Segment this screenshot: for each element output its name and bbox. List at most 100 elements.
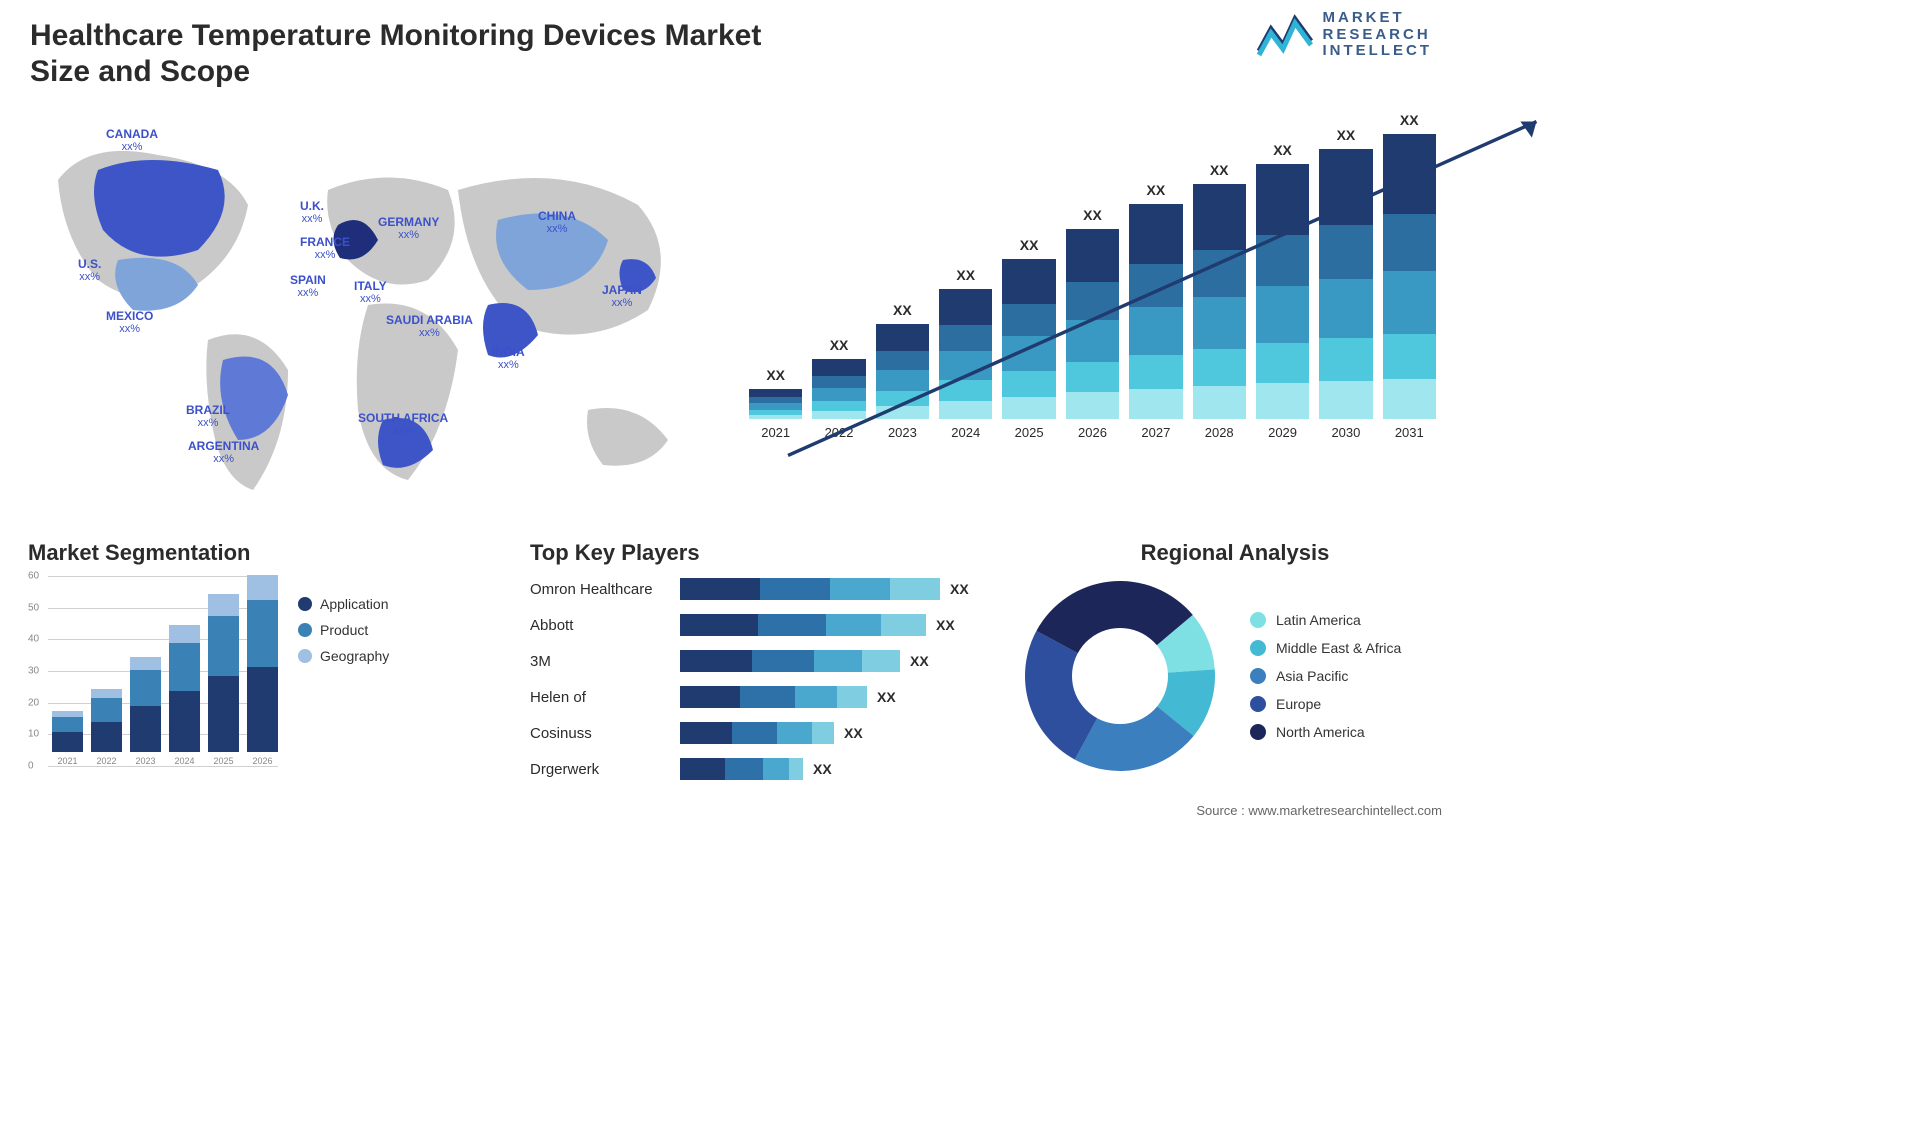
- bar-segment: [1002, 397, 1055, 419]
- bar-value-label: XX: [956, 267, 975, 283]
- bar-segment: [812, 411, 865, 419]
- bar-segment: [1129, 355, 1182, 389]
- page-title: Healthcare Temperature Monitoring Device…: [30, 18, 810, 90]
- market-size-chart: XX2021XX2022XX2023XX2024XX2025XX2026XX20…: [745, 120, 1440, 500]
- bar-segment: [1383, 214, 1436, 271]
- bar-segment: [1319, 149, 1372, 225]
- bar-year-label: 2027: [1141, 425, 1170, 440]
- seg-bar-segment: [208, 594, 239, 616]
- legend-swatch: [1250, 612, 1266, 628]
- player-bar-segment: [812, 722, 834, 744]
- main-bar-col: XX2025: [1002, 237, 1055, 440]
- regional-legend: Latin AmericaMiddle East & AfricaAsia Pa…: [1250, 612, 1401, 740]
- seg-bar-segment: [169, 625, 200, 643]
- y-tick-label: 50: [28, 602, 39, 613]
- bar-value-label: XX: [1273, 142, 1292, 158]
- bar-year-label: 2024: [951, 425, 980, 440]
- bar-year-label: 2025: [1015, 425, 1044, 440]
- player-name: Cosinuss: [530, 725, 680, 742]
- seg-bar-segment: [130, 670, 161, 706]
- legend-swatch: [1250, 696, 1266, 712]
- main-bar-col: XX2023: [876, 302, 929, 440]
- player-bar-segment: [814, 650, 862, 672]
- player-bar-segment: [789, 758, 803, 780]
- bar-segment: [1129, 389, 1182, 419]
- market-segmentation-panel: Market Segmentation 0102030405060 202120…: [28, 540, 498, 786]
- bar-value-label: XX: [893, 302, 912, 318]
- seg-bar-segment: [247, 600, 278, 667]
- top-players-panel: Top Key Players Omron HealthcareXXAbbott…: [530, 540, 990, 792]
- legend-swatch: [1250, 668, 1266, 684]
- map-country-label: SPAINxx%: [290, 274, 326, 299]
- bar-segment: [1256, 164, 1309, 235]
- segmentation-legend: ApplicationProductGeography: [298, 596, 389, 664]
- player-row: 3M XX: [530, 648, 990, 674]
- seg-bar-segment: [247, 667, 278, 752]
- main-bar-col: XX2028: [1193, 162, 1246, 440]
- bar-segment: [1066, 392, 1119, 419]
- bar-segment: [1193, 184, 1246, 250]
- bar-year-label: 2030: [1331, 425, 1360, 440]
- bar-segment: [1193, 250, 1246, 297]
- player-bar-segment: [752, 650, 814, 672]
- map-country-label: U.K.xx%: [300, 200, 324, 225]
- legend-item: North America: [1250, 724, 1401, 740]
- bar-segment: [749, 389, 802, 397]
- player-bar-segment: [680, 722, 732, 744]
- regional-title: Regional Analysis: [1020, 540, 1450, 566]
- bar-year-label: 2022: [825, 425, 854, 440]
- legend-label: Application: [320, 596, 389, 612]
- seg-bar-col: 2024: [169, 625, 200, 766]
- bar-segment: [1002, 304, 1055, 336]
- player-value: XX: [950, 581, 969, 597]
- legend-label: Middle East & Africa: [1276, 640, 1401, 656]
- player-value: XX: [877, 689, 896, 705]
- bar-segment: [1002, 259, 1055, 304]
- bar-segment: [812, 388, 865, 401]
- map-country-label: U.S.xx%: [78, 258, 101, 283]
- bar-segment: [1066, 229, 1119, 282]
- seg-bar-col: 2021: [52, 711, 83, 766]
- legend-item: Product: [298, 622, 389, 638]
- map-country-label: SOUTH AFRICAxx%: [358, 412, 448, 437]
- map-country-label: MEXICOxx%: [106, 310, 153, 335]
- player-bar: [680, 686, 867, 708]
- legend-label: North America: [1276, 724, 1365, 740]
- player-bar-segment: [763, 758, 789, 780]
- player-bar-segment: [837, 686, 867, 708]
- legend-label: Product: [320, 622, 368, 638]
- player-bar-segment: [758, 614, 826, 636]
- player-name: 3M: [530, 653, 680, 670]
- bar-segment: [1129, 204, 1182, 264]
- seg-bar-col: 2026: [247, 575, 278, 766]
- bar-segment: [812, 359, 865, 376]
- player-bar: [680, 614, 926, 636]
- regional-analysis-panel: Regional Analysis Latin AmericaMiddle Ea…: [1020, 540, 1450, 776]
- bar-segment: [1066, 362, 1119, 392]
- bar-value-label: XX: [1337, 127, 1356, 143]
- legend-item: Middle East & Africa: [1250, 640, 1401, 656]
- bar-segment: [1383, 379, 1436, 419]
- seg-bar-col: 2022: [91, 689, 122, 766]
- legend-item: Europe: [1250, 696, 1401, 712]
- player-value: XX: [910, 653, 929, 669]
- seg-bar-segment: [208, 676, 239, 752]
- player-bar-segment: [740, 686, 795, 708]
- player-bar: [680, 758, 803, 780]
- brand-logo: MARKET RESEARCH INTELLECT: [1257, 10, 1433, 60]
- y-tick-label: 10: [28, 729, 39, 740]
- player-name: Drgerwerk: [530, 761, 680, 778]
- player-name: Helen of: [530, 689, 680, 706]
- segmentation-title: Market Segmentation: [28, 540, 498, 566]
- bar-segment: [1129, 264, 1182, 307]
- bar-segment: [939, 325, 992, 351]
- player-bar-segment: [680, 614, 758, 636]
- bar-year-label: 2028: [1205, 425, 1234, 440]
- bar-segment: [876, 391, 929, 406]
- player-bar-segment: [795, 686, 837, 708]
- legend-swatch: [1250, 724, 1266, 740]
- bar-segment: [876, 370, 929, 391]
- legend-swatch: [298, 597, 312, 611]
- bar-segment: [1319, 338, 1372, 381]
- player-value: XX: [844, 725, 863, 741]
